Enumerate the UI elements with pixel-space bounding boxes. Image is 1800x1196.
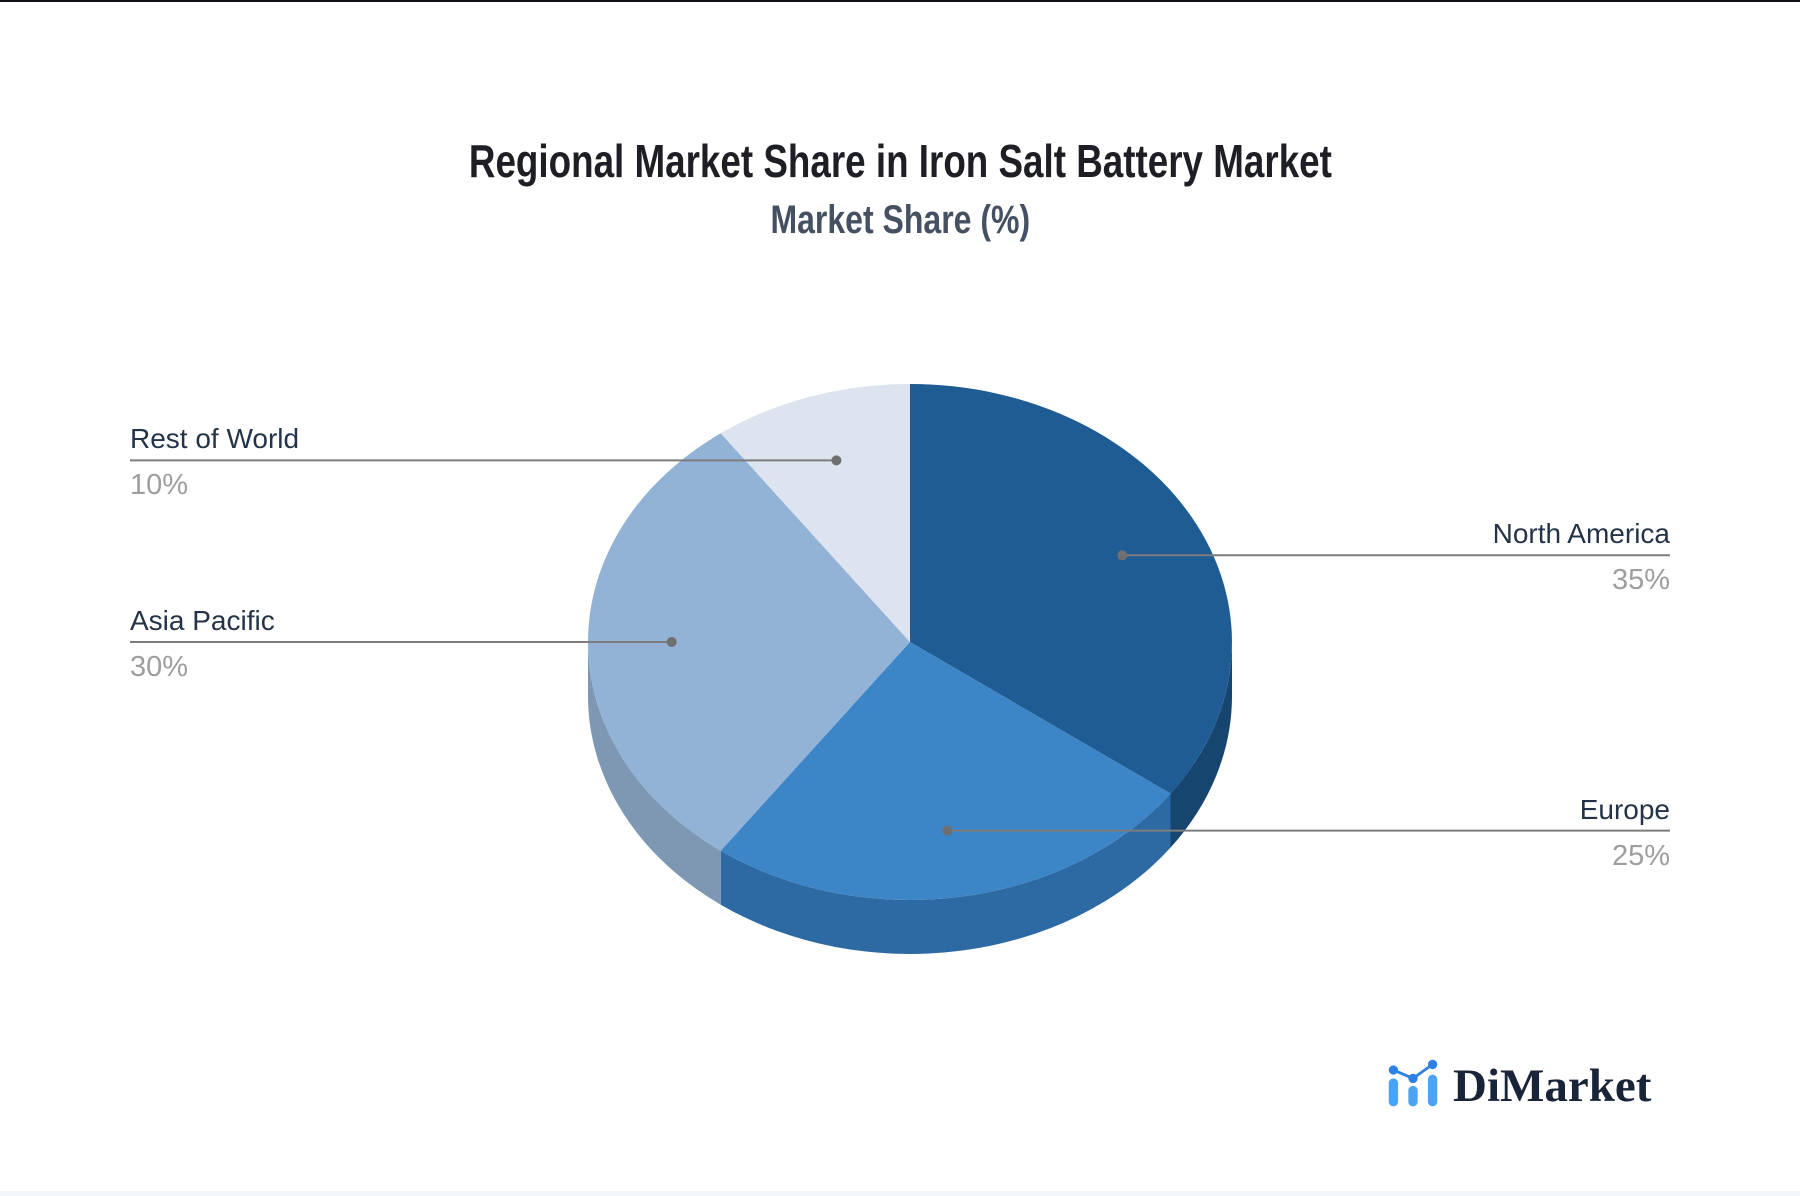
anchor-dot-rest-of-world bbox=[831, 455, 842, 466]
pie-label-name: Europe bbox=[1579, 793, 1670, 825]
pie-label-percent: 35% bbox=[1611, 564, 1670, 597]
pie-label-percent: 10% bbox=[130, 469, 189, 502]
pie-label-percent: 30% bbox=[130, 651, 189, 683]
pie-slice-side-north-america bbox=[1170, 642, 1232, 848]
pie-label-percent: 25% bbox=[1611, 839, 1670, 872]
chart-title: Regional Market Share in Iron Salt Batte… bbox=[0, 134, 1800, 188]
pie-label-name: Asia Pacific bbox=[130, 605, 275, 636]
pie-slice-europe bbox=[720, 642, 1171, 900]
logo-text: DiMarket bbox=[1453, 1060, 1652, 1112]
chart-title-text: Regional Market Share in Iron Salt Batte… bbox=[468, 135, 1332, 187]
pie-label-name: North America bbox=[1492, 518, 1670, 550]
pie-slice-rest-of-world bbox=[720, 384, 910, 642]
anchor-dot-north-america bbox=[1117, 550, 1128, 561]
pie-label-name: Rest of World bbox=[130, 423, 300, 455]
bottom-edge-strip bbox=[0, 1191, 1800, 1196]
chart-subtitle-text: Market Share (%) bbox=[770, 198, 1030, 242]
pie-slice-side-asia-pacific bbox=[588, 642, 721, 905]
pie-slice-north-america bbox=[910, 384, 1232, 794]
logo-bar-chart-icon bbox=[1388, 1059, 1438, 1107]
pie-slice-asia-pacific bbox=[588, 433, 910, 851]
chart-subtitle: Market Share (%) bbox=[0, 198, 1800, 243]
anchor-dot-asia-pacific bbox=[666, 637, 677, 647]
anchor-dot-europe bbox=[942, 825, 953, 836]
dimarket-logo: DiMarket bbox=[1385, 1056, 1651, 1112]
pie-slice-side-europe bbox=[720, 793, 1171, 954]
